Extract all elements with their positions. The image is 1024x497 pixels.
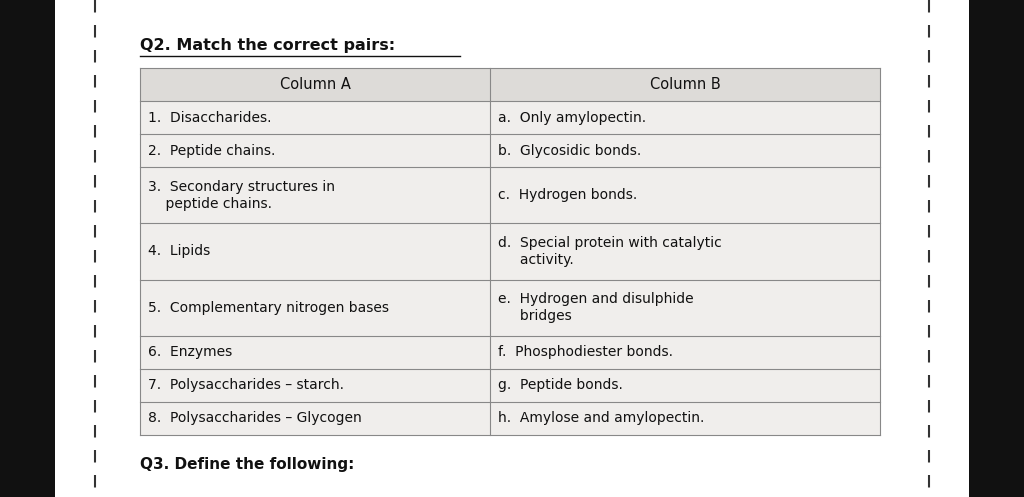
- Text: 3.  Secondary structures in
    peptide chains.: 3. Secondary structures in peptide chain…: [148, 180, 335, 211]
- Text: 6.  Enzymes: 6. Enzymes: [148, 345, 232, 359]
- Bar: [140, 68, 880, 435]
- Bar: [969, 0, 1024, 497]
- Bar: [0, 0, 55, 497]
- Text: g.  Peptide bonds.: g. Peptide bonds.: [498, 378, 623, 392]
- Text: c.  Hydrogen bonds.: c. Hydrogen bonds.: [498, 188, 637, 202]
- Text: 7.  Polysaccharides – starch.: 7. Polysaccharides – starch.: [148, 378, 344, 392]
- Text: b.  Glycosidic bonds.: b. Glycosidic bonds.: [498, 144, 641, 158]
- Text: 5.  Complementary nitrogen bases: 5. Complementary nitrogen bases: [148, 301, 389, 315]
- Text: d.  Special protein with catalytic
     activity.: d. Special protein with catalytic activi…: [498, 236, 722, 267]
- Text: Column A: Column A: [280, 77, 350, 92]
- Text: 2.  Peptide chains.: 2. Peptide chains.: [148, 144, 275, 158]
- Text: 1.  Disaccharides.: 1. Disaccharides.: [148, 111, 271, 125]
- Text: e.  Hydrogen and disulphide
     bridges: e. Hydrogen and disulphide bridges: [498, 292, 693, 323]
- Text: Q2. Match the correct pairs:: Q2. Match the correct pairs:: [140, 38, 395, 53]
- Text: f.  Phosphodiester bonds.: f. Phosphodiester bonds.: [498, 345, 673, 359]
- Text: Column B: Column B: [649, 77, 720, 92]
- Text: h.  Amylose and amylopectin.: h. Amylose and amylopectin.: [498, 412, 705, 425]
- Text: a.  Only amylopectin.: a. Only amylopectin.: [498, 111, 646, 125]
- Text: 8.  Polysaccharides – Glycogen: 8. Polysaccharides – Glycogen: [148, 412, 361, 425]
- Text: 4.  Lipids: 4. Lipids: [148, 245, 210, 258]
- Bar: [140, 68, 880, 101]
- Text: Q3. Define the following:: Q3. Define the following:: [140, 457, 354, 472]
